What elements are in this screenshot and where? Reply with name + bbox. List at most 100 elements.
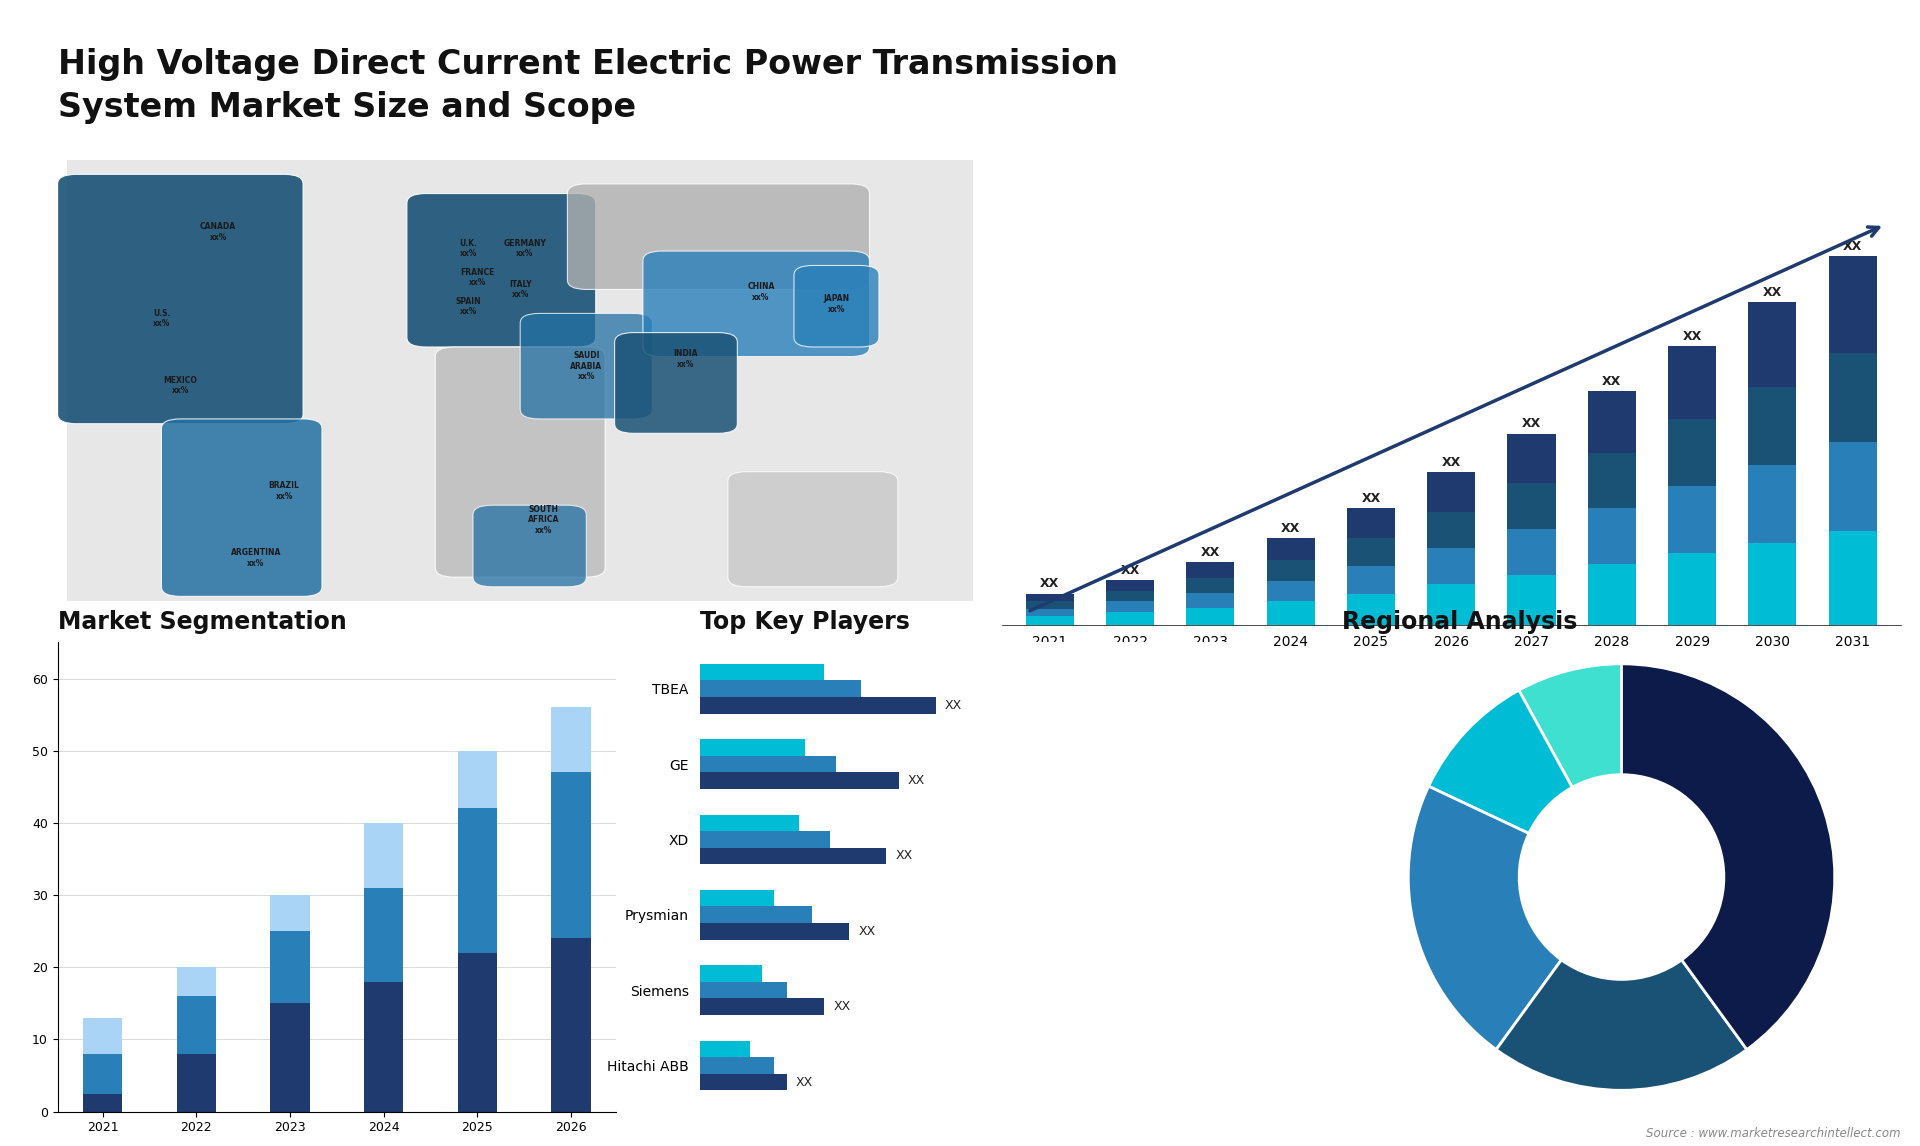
Bar [1267,539,1315,560]
Bar [1267,581,1315,602]
Bar [1828,532,1876,625]
Text: XX: XX [908,774,925,787]
Bar [457,808,497,952]
Bar [271,1004,309,1112]
Text: XX: XX [1763,285,1782,299]
Bar [1668,346,1716,419]
FancyBboxPatch shape [568,185,870,290]
Wedge shape [1519,664,1622,787]
Bar [1427,472,1475,511]
Bar [1106,612,1154,625]
Text: FRANCE
xx%: FRANCE xx% [461,268,495,288]
Bar [1668,419,1716,486]
Text: SPAIN
xx%: SPAIN xx% [455,297,482,316]
Bar [271,932,309,1004]
Bar [1749,387,1797,465]
Text: SOUTH
AFRICA
xx%: SOUTH AFRICA xx% [528,504,559,534]
FancyBboxPatch shape [795,266,879,347]
Bar [701,697,935,714]
Bar [1507,574,1555,625]
Circle shape [766,825,801,854]
Bar [1828,442,1876,532]
Text: XX: XX [1442,456,1461,469]
Bar [1828,353,1876,442]
Text: XX: XX [1281,523,1300,535]
Bar [83,1018,123,1054]
Bar [457,952,497,1112]
FancyBboxPatch shape [643,251,870,356]
Wedge shape [1496,960,1747,1090]
Wedge shape [1407,786,1561,1050]
Bar [1749,465,1797,543]
Text: ITALY
xx%: ITALY xx% [509,280,532,299]
Text: CANADA
xx%: CANADA xx% [200,222,236,242]
Text: XX: XX [833,1000,851,1013]
Text: XX: XX [1523,417,1542,431]
Text: Market Segmentation: Market Segmentation [58,610,346,634]
Bar [701,923,849,940]
Bar [1507,433,1555,484]
Bar [1106,580,1154,591]
Bar [701,681,862,697]
Bar [701,772,899,788]
Bar [1187,607,1235,625]
Bar [701,1074,787,1090]
FancyBboxPatch shape [161,419,323,596]
Text: GERMANY
xx%: GERMANY xx% [503,240,547,258]
Bar [365,982,403,1112]
Bar [1187,592,1235,607]
Bar [1588,565,1636,625]
Bar [701,815,799,831]
Wedge shape [1622,664,1836,1050]
Text: High Voltage Direct Current Electric Power Transmission
System Market Size and S: High Voltage Direct Current Electric Pow… [58,48,1117,124]
Text: JAPAN
xx%: JAPAN xx% [824,295,849,314]
Text: BRAZIL
xx%: BRAZIL xx% [269,481,300,501]
FancyBboxPatch shape [58,174,303,424]
Text: XX: XX [1682,330,1701,343]
Bar [701,831,829,848]
Bar [177,996,217,1054]
Bar [1749,301,1797,387]
Bar [701,889,774,906]
Bar [1828,257,1876,353]
Bar [701,739,804,755]
Bar [1025,594,1073,602]
Bar [177,1054,217,1112]
Bar [551,939,591,1112]
Bar [1507,484,1555,529]
Text: MARKET
RESEARCH
INTELLECT: MARKET RESEARCH INTELLECT [1763,34,1830,70]
Bar [551,707,591,772]
Bar [701,965,762,982]
Wedge shape [1428,690,1572,833]
Text: Application: Application [824,767,900,780]
Bar [1187,578,1235,592]
Bar [1187,562,1235,578]
Bar [457,751,497,808]
Bar [1267,602,1315,625]
Bar [551,772,591,939]
Bar [1427,548,1475,584]
Bar [83,1093,123,1112]
Text: XX: XX [797,1075,814,1089]
FancyBboxPatch shape [67,160,973,602]
Bar [701,982,787,998]
Bar [1668,554,1716,625]
Text: XX: XX [1200,545,1219,559]
FancyBboxPatch shape [614,332,737,433]
Bar [1025,615,1073,625]
Bar [701,664,824,681]
Bar [1749,543,1797,625]
Bar [701,755,837,772]
Bar [1025,609,1073,615]
Text: XX: XX [945,699,962,712]
Bar [1507,529,1555,574]
Bar [1427,511,1475,548]
Text: XX: XX [895,849,912,863]
Text: SAUDI
ARABIA
xx%: SAUDI ARABIA xx% [570,352,603,382]
Text: XX: XX [858,925,876,937]
Text: U.S.
xx%: U.S. xx% [154,308,171,328]
Bar [1106,602,1154,612]
Text: XX: XX [1843,241,1862,253]
Bar [701,848,887,864]
Bar [1427,584,1475,625]
